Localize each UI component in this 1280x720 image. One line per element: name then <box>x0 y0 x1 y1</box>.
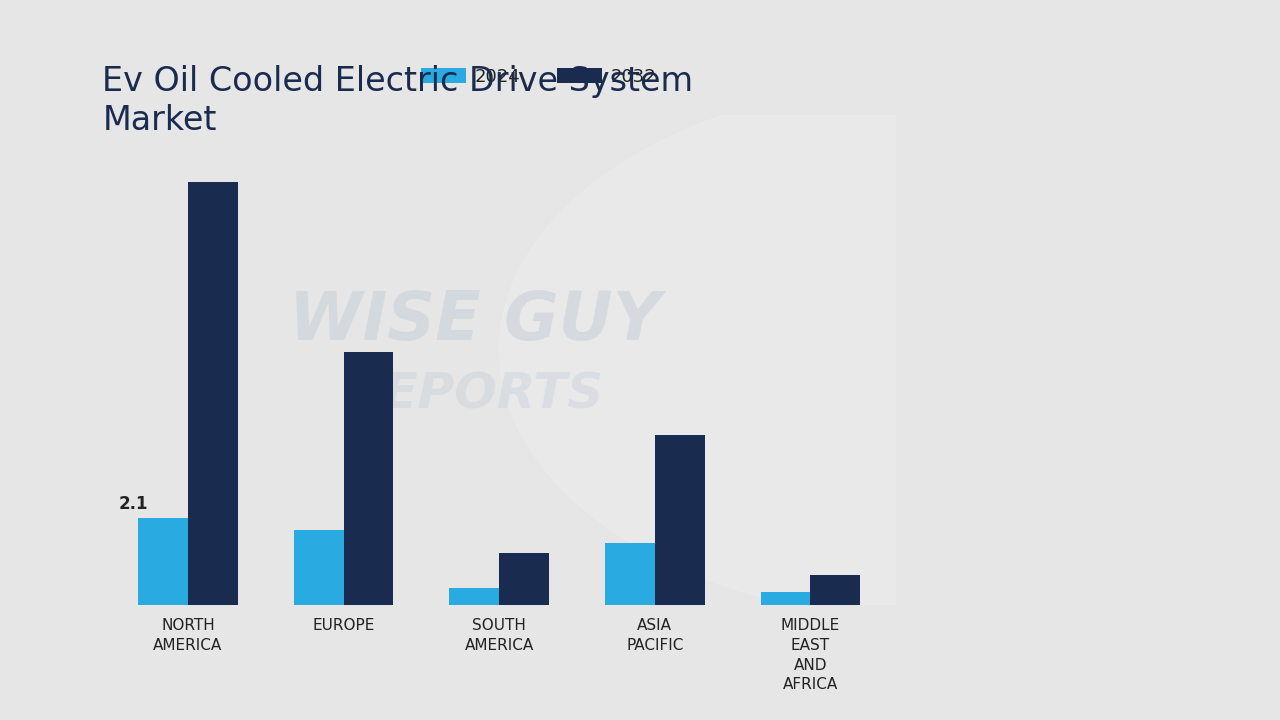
Bar <box>294 530 343 605</box>
Bar <box>499 553 549 605</box>
Bar <box>449 588 499 605</box>
Bar <box>188 181 238 605</box>
Bar <box>810 575 860 605</box>
Bar <box>138 518 188 605</box>
Bar <box>655 435 704 605</box>
Text: Ev Oil Cooled Electric Drive System
Market: Ev Oil Cooled Electric Drive System Mark… <box>102 65 694 138</box>
Bar <box>760 593 810 605</box>
Text: 2.1: 2.1 <box>119 495 148 513</box>
Bar <box>343 351 393 605</box>
Circle shape <box>499 81 1280 619</box>
Bar <box>605 543 655 605</box>
Text: REPORTS: REPORTS <box>347 370 604 418</box>
Text: WISE GUY: WISE GUY <box>289 288 662 354</box>
Legend: 2024, 2032: 2024, 2032 <box>413 60 664 93</box>
